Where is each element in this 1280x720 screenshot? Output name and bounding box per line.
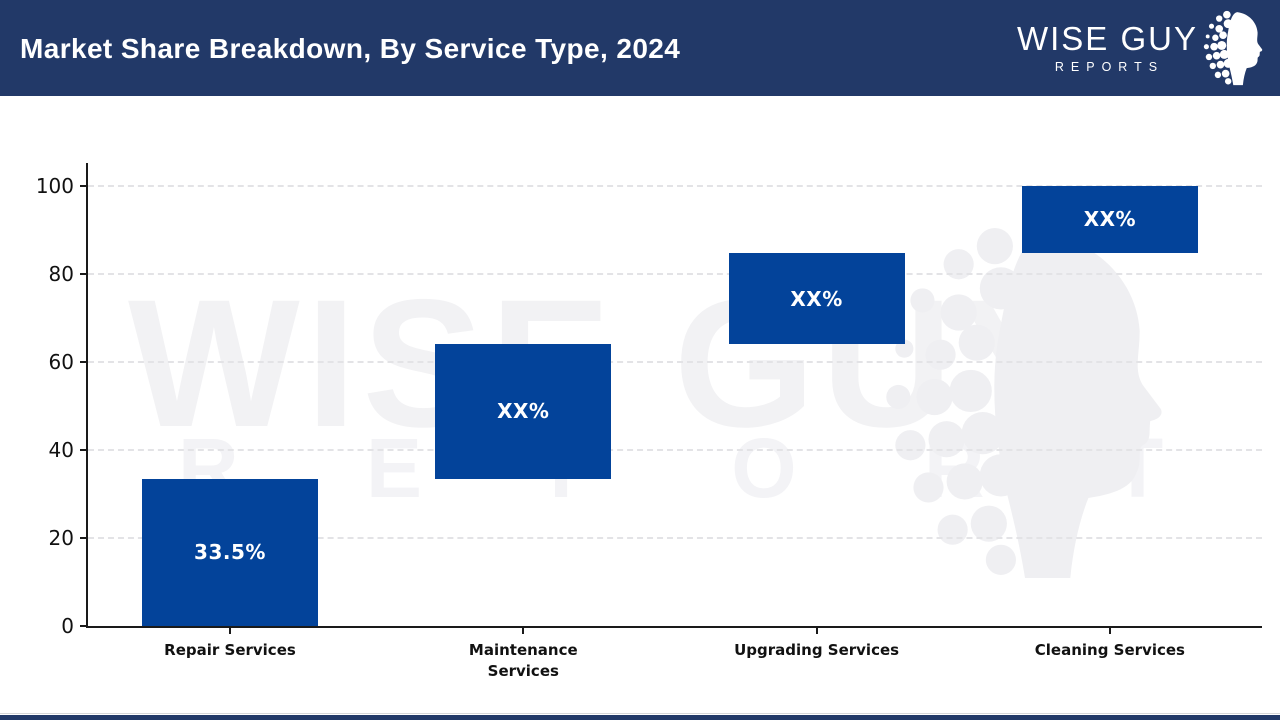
bar-upgrading-services: XX% bbox=[728, 252, 905, 345]
gridline-100 bbox=[88, 185, 1262, 187]
x-tick-mark bbox=[229, 628, 231, 634]
x-tick-label-repair-services: Repair Services bbox=[164, 641, 296, 659]
y-tick-label: 40 bbox=[48, 438, 74, 462]
bar-repair-services: 33.5% bbox=[142, 478, 318, 626]
x-tick-label-maintenance-services: Maintenance Services bbox=[468, 641, 578, 680]
page-title: Market Share Breakdown, By Service Type,… bbox=[20, 33, 681, 64]
gridline-20 bbox=[88, 537, 1262, 539]
y-tick-mark bbox=[80, 625, 88, 627]
logo-wordmark-line1: WISE GUY bbox=[1016, 20, 1198, 57]
x-axis-line bbox=[86, 626, 1262, 628]
x-tick-mark bbox=[815, 628, 818, 634]
y-tick-label: 80 bbox=[48, 262, 74, 286]
watermark-face-icon bbox=[886, 228, 1162, 578]
y-tick-mark bbox=[80, 449, 88, 451]
x-tick-label-cleaning-services: Cleaning Services bbox=[1034, 641, 1185, 659]
bar-label-maintenance-services: XX% bbox=[497, 399, 550, 424]
brand-logo: WISE GUY REPORTS bbox=[1017, 9, 1264, 87]
face-profile-icon bbox=[1203, 10, 1263, 86]
y-tick-label: 20 bbox=[48, 526, 74, 550]
logo-wordmark: WISE GUY REPORTS bbox=[1017, 21, 1198, 75]
y-axis-line bbox=[86, 163, 88, 628]
x-tick-mark bbox=[522, 628, 525, 634]
bar-maintenance-services: XX% bbox=[435, 344, 612, 479]
y-tick-label: 60 bbox=[48, 350, 74, 374]
y-tick-mark bbox=[80, 185, 88, 187]
y-tick-mark bbox=[80, 273, 88, 275]
logo-wordmark-line2: REPORTS bbox=[1054, 60, 1165, 74]
bar-label-repair-services: 33.5% bbox=[194, 540, 266, 565]
x-tick-mark bbox=[1108, 628, 1111, 634]
gridline-40 bbox=[88, 449, 1262, 451]
gridline-80 bbox=[88, 273, 1262, 275]
gridline-60 bbox=[88, 361, 1262, 363]
footer-hairline bbox=[0, 713, 1280, 714]
bar-label-cleaning-services: XX% bbox=[1083, 207, 1137, 232]
bar-label-upgrading-services: XX% bbox=[790, 286, 843, 311]
y-tick-label: 0 bbox=[61, 614, 74, 638]
x-tick-label-upgrading-services: Upgrading Services bbox=[734, 641, 900, 659]
y-tick-mark bbox=[80, 361, 88, 363]
bar-cleaning-services: XX% bbox=[1021, 186, 1198, 253]
y-tick-mark bbox=[80, 537, 88, 539]
header: Market Share Breakdown, By Service Type,… bbox=[0, 0, 1280, 96]
y-tick-label: 100 bbox=[35, 174, 74, 198]
footer-strip bbox=[0, 715, 1280, 720]
